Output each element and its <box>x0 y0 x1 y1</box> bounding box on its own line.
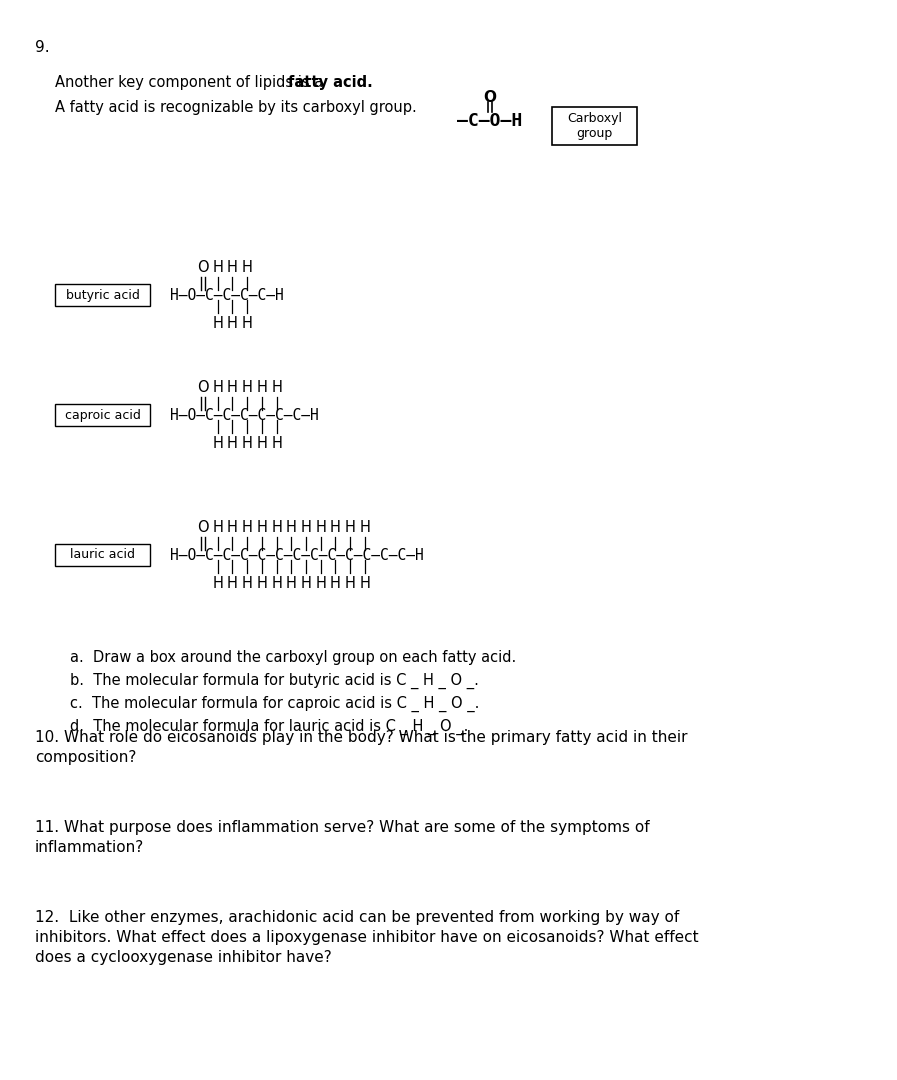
Text: 12.  Like other enzymes, arachidonic acid can be prevented from working by way o: 12. Like other enzymes, arachidonic acid… <box>35 910 699 964</box>
Text: H: H <box>227 519 238 535</box>
Text: H–O–C–C–C–C–H: H–O–C–C–C–C–H <box>170 287 283 302</box>
Text: H: H <box>241 435 253 450</box>
Text: a.  Draw a box around the carboxyl group on each fatty acid.: a. Draw a box around the carboxyl group … <box>70 650 517 665</box>
Bar <box>55 404 150 426</box>
Text: H: H <box>213 379 223 394</box>
Text: H: H <box>360 519 370 535</box>
Text: H: H <box>241 379 253 394</box>
Text: H: H <box>271 519 282 535</box>
Text: H–O–C–C–C–C–C–C–C–C–C–C–C–C–H: H–O–C–C–C–C–C–C–C–C–C–C–C–C–H <box>170 548 423 563</box>
Text: H: H <box>227 576 238 591</box>
Text: H: H <box>213 435 223 450</box>
Text: H: H <box>257 379 267 394</box>
Text: H–O–C–C–C–C–C–C–H: H–O–C–C–C–C–C–C–H <box>170 407 318 422</box>
Bar <box>55 284 150 306</box>
Text: lauric acid: lauric acid <box>70 549 135 562</box>
Text: H: H <box>286 519 297 535</box>
Text: A fatty acid is recognizable by its carboxyl group.: A fatty acid is recognizable by its carb… <box>55 100 417 114</box>
Text: H: H <box>344 576 355 591</box>
Text: H: H <box>360 576 370 591</box>
Text: H: H <box>271 576 282 591</box>
Text: H: H <box>257 519 267 535</box>
Text: b.  The molecular formula for butyric acid is C _ H _ O _.: b. The molecular formula for butyric aci… <box>70 673 479 689</box>
Text: fatty acid.: fatty acid. <box>288 75 373 90</box>
Text: d.  The molecular formula for lauric acid is C _ H _ O _.: d. The molecular formula for lauric acid… <box>70 719 468 735</box>
Text: H: H <box>344 519 355 535</box>
Text: Another key component of lipids is a: Another key component of lipids is a <box>55 75 328 90</box>
Text: O: O <box>483 90 497 105</box>
Text: H: H <box>300 519 311 535</box>
Text: butyric acid: butyric acid <box>65 288 139 301</box>
Bar <box>55 544 150 566</box>
Text: H: H <box>241 259 253 274</box>
Text: O: O <box>197 259 209 274</box>
Text: H: H <box>330 576 341 591</box>
Text: H: H <box>213 259 223 274</box>
Text: H: H <box>213 315 223 330</box>
Text: Carboxyl
group: Carboxyl group <box>567 112 622 140</box>
Text: –C–O–H: –C–O–H <box>457 112 523 130</box>
Text: H: H <box>227 435 238 450</box>
Text: H: H <box>213 576 223 591</box>
Text: H: H <box>257 576 267 591</box>
Text: H: H <box>315 519 327 535</box>
Text: H: H <box>271 435 282 450</box>
Text: H: H <box>300 576 311 591</box>
Text: H: H <box>213 519 223 535</box>
Bar <box>552 107 637 145</box>
Text: caproic acid: caproic acid <box>65 408 141 421</box>
Text: O: O <box>197 519 209 535</box>
Text: O: O <box>197 379 209 394</box>
Text: H: H <box>330 519 341 535</box>
Text: 10. What role do eicosanoids play in the body? What is the primary fatty acid in: 10. What role do eicosanoids play in the… <box>35 730 687 765</box>
Text: H: H <box>257 435 267 450</box>
Text: H: H <box>227 259 238 274</box>
Text: 9.: 9. <box>35 40 49 55</box>
Text: H: H <box>241 519 253 535</box>
Text: H: H <box>241 576 253 591</box>
Text: H: H <box>271 379 282 394</box>
Text: H: H <box>227 379 238 394</box>
Text: H: H <box>315 576 327 591</box>
Text: H: H <box>286 576 297 591</box>
Text: c.  The molecular formula for caproic acid is C _ H _ O _.: c. The molecular formula for caproic aci… <box>70 696 479 712</box>
Text: H: H <box>241 315 253 330</box>
Text: H: H <box>227 315 238 330</box>
Text: 11. What purpose does inflammation serve? What are some of the symptoms of
infla: 11. What purpose does inflammation serve… <box>35 820 649 854</box>
